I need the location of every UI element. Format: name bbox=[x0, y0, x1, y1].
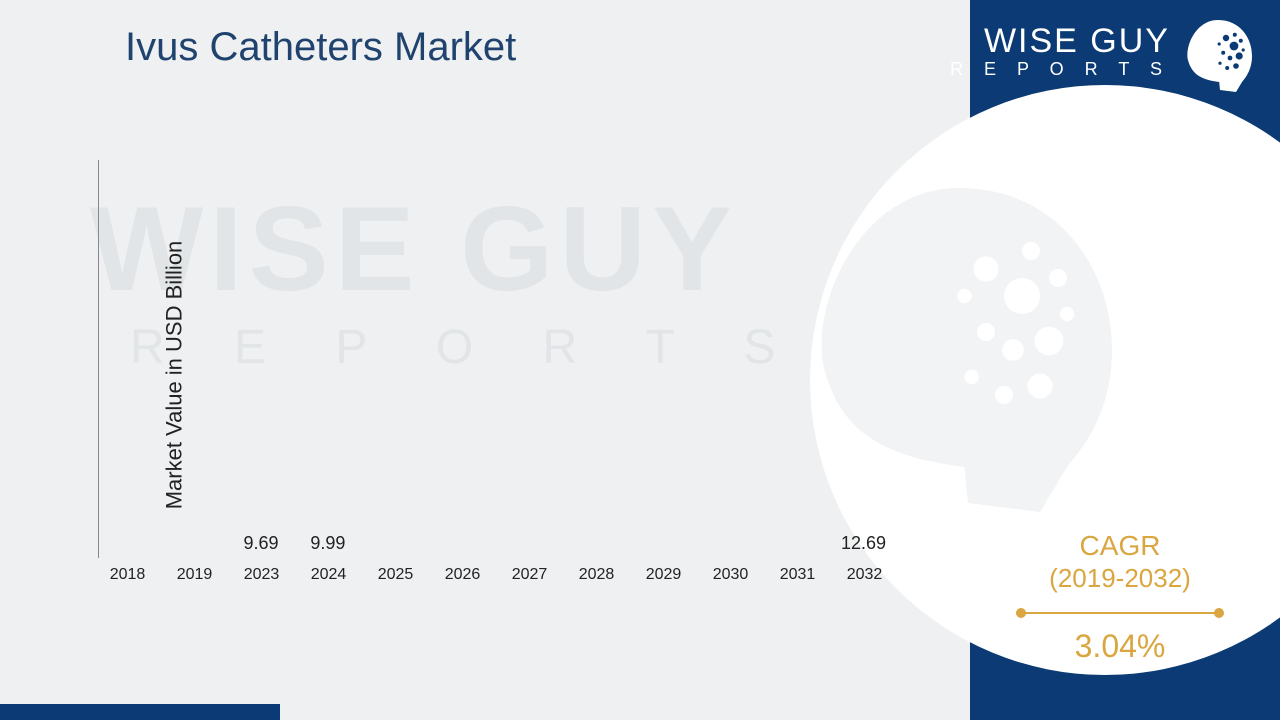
bar-2019 bbox=[173, 534, 216, 558]
brand-name-line2: R E P O R T S bbox=[950, 59, 1170, 80]
bar-2029 bbox=[641, 534, 684, 558]
cagr-panel: CAGR (2019-2032) 3.04% bbox=[1010, 529, 1230, 665]
bar-2026 bbox=[440, 534, 483, 558]
x-tick-label: 2032 bbox=[843, 566, 886, 590]
infographic-stage: Ivus Catheters Market WISE GUY R E P O R… bbox=[0, 0, 1280, 720]
bar-value-label: 9.99 bbox=[310, 533, 345, 554]
bar-2018 bbox=[106, 534, 149, 558]
bar-value-label: 12.69 bbox=[841, 533, 886, 554]
x-tick-label: 2023 bbox=[240, 566, 283, 590]
brand-name-line1: WISE GUY bbox=[950, 22, 1170, 61]
plot-area: 9.69 9.99 12.69 bbox=[98, 160, 890, 558]
cagr-divider bbox=[1020, 612, 1220, 614]
bar-value-label: 9.69 bbox=[244, 533, 279, 554]
x-tick-label: 2030 bbox=[709, 566, 752, 590]
x-tick-label: 2026 bbox=[441, 566, 484, 590]
bar-2024: 9.99 bbox=[306, 533, 349, 558]
brand-head-icon bbox=[1176, 16, 1256, 96]
bottom-accent-bar bbox=[0, 704, 280, 720]
bars-container: 9.69 9.99 12.69 bbox=[98, 160, 890, 558]
x-tick-label: 2031 bbox=[776, 566, 819, 590]
bar-2030 bbox=[707, 534, 750, 558]
x-tick-label: 2024 bbox=[307, 566, 350, 590]
x-tick-label: 2018 bbox=[106, 566, 149, 590]
bar-2028 bbox=[574, 534, 617, 558]
brand-logo: WISE GUY R E P O R T S bbox=[950, 22, 1248, 80]
cagr-year-range: (2019-2032) bbox=[1010, 563, 1230, 594]
bar-2031 bbox=[774, 534, 817, 558]
x-tick-label: 2029 bbox=[642, 566, 685, 590]
cagr-value: 3.04% bbox=[1010, 628, 1230, 665]
bar-chart: Market Value in USD Billion 9.699.9912.6… bbox=[80, 160, 890, 590]
x-tick-label: 2019 bbox=[173, 566, 216, 590]
x-axis-labels: 2018 2019 2023 2024 2025 2026 2027 2028 2029 2030… bbox=[98, 562, 890, 590]
bar-2032: 12.69 bbox=[841, 533, 886, 558]
bar-2023: 9.69 bbox=[240, 533, 283, 558]
chart-title: Ivus Catheters Market bbox=[125, 25, 516, 70]
bar-2027 bbox=[507, 534, 550, 558]
x-tick-label: 2025 bbox=[374, 566, 417, 590]
x-tick-label: 2028 bbox=[575, 566, 618, 590]
x-tick-label: 2027 bbox=[508, 566, 551, 590]
cagr-label: CAGR bbox=[1010, 529, 1230, 563]
bar-2025 bbox=[373, 534, 416, 558]
